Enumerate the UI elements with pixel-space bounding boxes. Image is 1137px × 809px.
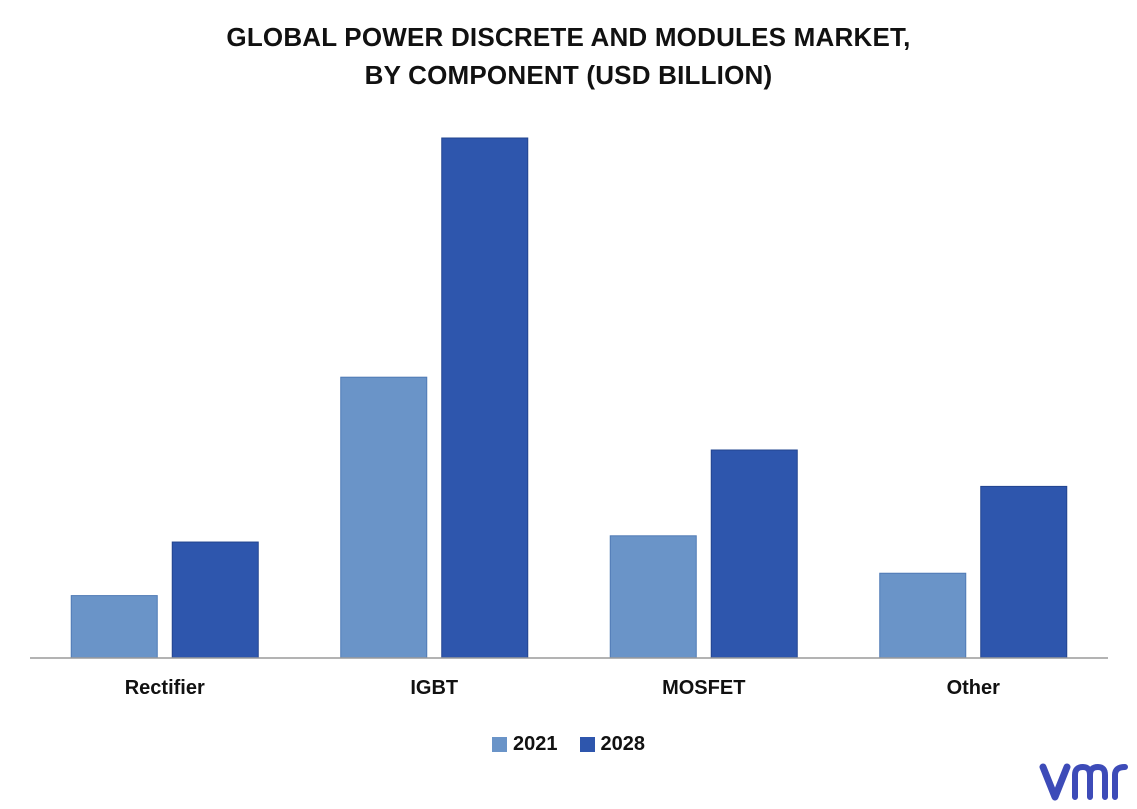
bar-mosfet-2021 bbox=[609, 535, 697, 659]
x-tick-label-other: Other bbox=[947, 677, 1001, 699]
legend-label-2021: 2021 bbox=[513, 733, 558, 755]
chart-legend: 2021 2028 bbox=[0, 733, 1137, 756]
bar-igbt-2021 bbox=[340, 376, 428, 659]
bars-group bbox=[70, 137, 1068, 659]
bar-other-2028 bbox=[980, 485, 1068, 659]
legend-item-2028: 2028 bbox=[579, 733, 646, 756]
x-tick-label-igbt: IGBT bbox=[410, 677, 458, 699]
bar-rectifier-2028 bbox=[171, 541, 259, 659]
x-tick-label-mosfet: MOSFET bbox=[662, 677, 745, 699]
bar-igbt-2028 bbox=[441, 137, 529, 659]
x-axis-labels: Rectifier IGBT MOSFET Other bbox=[125, 677, 1000, 699]
x-tick-label-rectifier: Rectifier bbox=[125, 677, 205, 699]
legend-label-2028: 2028 bbox=[600, 733, 646, 755]
bar-mosfet-2028 bbox=[710, 449, 798, 659]
legend-swatch-2021 bbox=[492, 737, 507, 752]
chart-title-line-1: GLOBAL POWER DISCRETE AND MODULES MARKET… bbox=[226, 22, 911, 52]
bar-rectifier-2021 bbox=[70, 595, 158, 659]
legend-item-2021: 2021 bbox=[492, 733, 558, 756]
chart-title: GLOBAL POWER DISCRETE AND MODULES MARKET… bbox=[0, 18, 1137, 94]
legend-swatch-2028 bbox=[579, 737, 595, 752]
chart-title-line-2: BY COMPONENT (USD BILLION) bbox=[364, 60, 773, 90]
vmr-logo-icon bbox=[1039, 763, 1128, 801]
bar-other-2021 bbox=[879, 572, 967, 659]
bar-chart: Rectifier IGBT MOSFET Other bbox=[30, 137, 1108, 699]
